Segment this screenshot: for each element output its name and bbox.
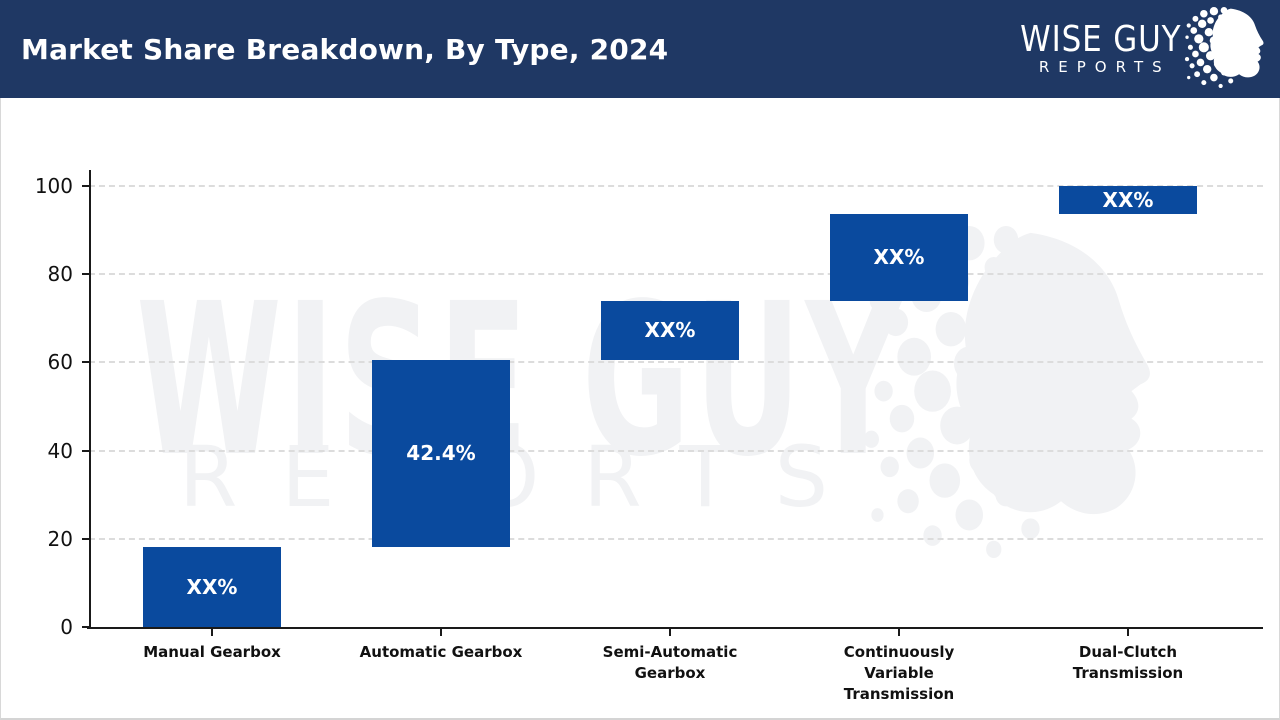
chart-title: Market Share Breakdown, By Type, 2024 <box>21 32 669 66</box>
bar-value-label: XX% <box>1102 188 1154 213</box>
gridline <box>89 449 1263 452</box>
x-axis-tick <box>211 629 213 636</box>
bar-dual-clutch-transmission: XX% <box>1059 186 1197 215</box>
bar-value-label: XX% <box>873 245 925 270</box>
logo-brand-text: WISE GUY <box>1019 18 1181 60</box>
x-axis-tick <box>898 629 900 636</box>
logo-wordmark: WISE GUY REPORTS <box>1007 19 1195 76</box>
x-axis-tick <box>669 629 671 636</box>
y-axis-tick-label: 40 <box>47 438 73 463</box>
y-axis-tick-label: 100 <box>34 174 73 198</box>
bar-value-label: XX% <box>644 318 696 343</box>
watermark-wordmark: WISE GUY <box>136 258 905 503</box>
bar-value-label: XX% <box>186 574 238 599</box>
y-axis-tick <box>82 626 89 628</box>
gridline <box>89 361 1263 364</box>
x-axis-category-label: Manual Gearbox <box>143 643 281 661</box>
x-axis-category-label: Semi-Automatic Gearbox <box>602 643 738 682</box>
y-axis-tick <box>82 361 89 364</box>
y-axis-tick <box>82 273 89 276</box>
x-axis-tick <box>1127 629 1129 636</box>
plot-area: 0 20 40 60 80 100 XX% Manual Gearbox 42.4% Automa… <box>1 98 1279 718</box>
x-axis-category-label: Continuously Variable Transmission <box>843 643 955 703</box>
y-axis-tick <box>82 185 89 187</box>
x-axis-line <box>87 627 1263 629</box>
y-axis-tick <box>82 449 89 452</box>
y-axis-tick-label: 80 <box>47 262 73 287</box>
bar-automatic-gearbox: 42.4% <box>372 359 510 547</box>
bar-continuously-variable-transmission: XX% <box>830 214 968 301</box>
chart-area: WISE GUY REPORTS 0 20 40 60 80 100 XX% Manual G… <box>0 98 1280 720</box>
y-axis-tick-label: 60 <box>47 350 73 375</box>
y-axis-tick <box>82 537 89 540</box>
bar-manual-gearbox: XX% <box>143 546 281 627</box>
x-axis-tick <box>440 629 442 636</box>
y-axis-tick-label: 0 <box>60 615 73 639</box>
bar-semi-automatic-gearbox: XX% <box>601 300 739 360</box>
x-axis-category-label: Automatic Gearbox <box>359 643 523 661</box>
x-axis-category-label: Dual-Clutch Transmission <box>1072 643 1184 682</box>
wiseguy-logo: WISE GUY REPORTS <box>1007 0 1267 98</box>
header-bar: Market Share Breakdown, By Type, 2024 WI… <box>0 0 1280 98</box>
gridline <box>89 537 1263 540</box>
bar-value-label: 42.4% <box>406 441 476 466</box>
y-axis-tick-label: 20 <box>47 526 73 551</box>
y-axis-line <box>89 170 91 629</box>
gridline <box>89 185 1263 187</box>
logo-face-icon <box>1184 7 1264 89</box>
logo-sub-text: REPORTS <box>1038 57 1171 76</box>
gridline <box>89 273 1263 276</box>
